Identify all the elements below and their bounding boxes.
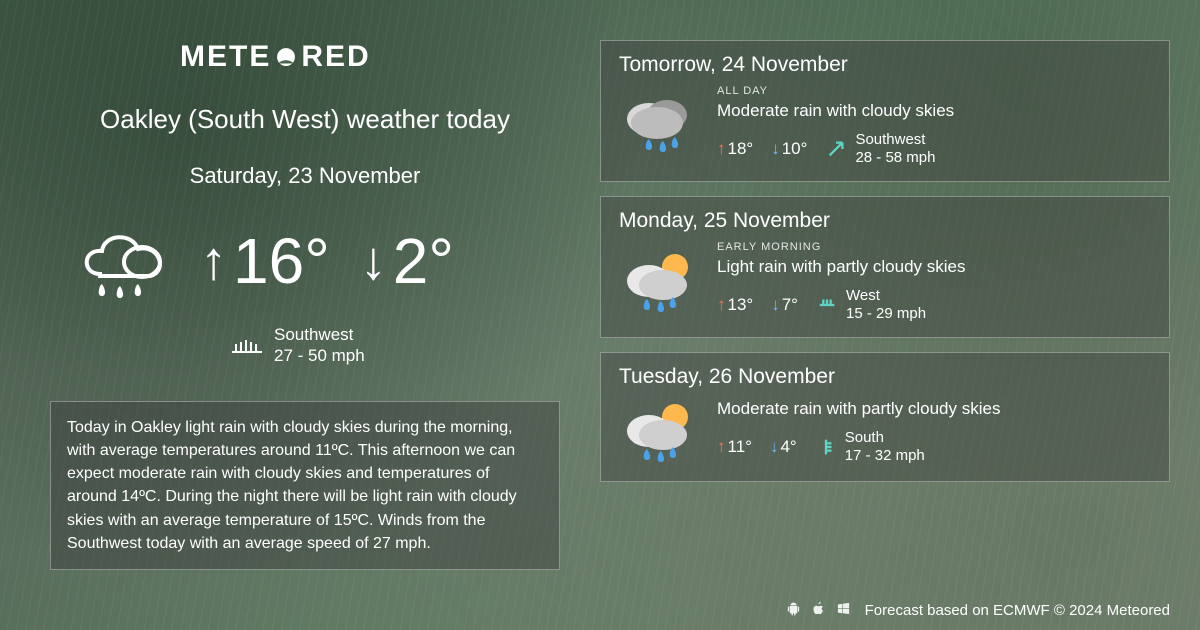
forecast-date: Monday, 25 November (619, 209, 1151, 233)
forecast-condition: Moderate rain with partly cloudy skies (717, 399, 1151, 419)
forecast-low: ↓7° (771, 295, 798, 315)
android-icon (786, 601, 801, 620)
windows-icon (836, 601, 851, 620)
brand-logo: METE RED (50, 40, 560, 74)
brand-part-b: RED (301, 40, 370, 74)
footer: Forecast based on ECMWF © 2024 Meteored (786, 601, 1170, 620)
forecast-condition: Light rain with partly cloudy skies (717, 257, 1151, 277)
forecast-high: ↑13° (717, 295, 753, 315)
brand-sun-icon (273, 44, 299, 70)
forecast-date: Tomorrow, 24 November (619, 53, 1151, 77)
forecast-card: Tomorrow, 24 November ALL DAY Moderate r… (600, 40, 1170, 182)
weather-icon (619, 91, 699, 161)
today-description: Today in Oakley light rain with cloudy s… (50, 401, 560, 570)
forecast-wind: South 17 - 32 mph (815, 429, 925, 465)
forecast-list: Tomorrow, 24 November ALL DAY Moderate r… (600, 0, 1200, 630)
forecast-wind: West 15 - 29 mph (816, 287, 926, 323)
apple-icon (811, 601, 826, 620)
arrow-up-icon: ↑ (717, 437, 726, 457)
arrow-down-icon: ↓ (771, 295, 780, 315)
weather-icon (619, 397, 699, 467)
forecast-condition: Moderate rain with cloudy skies (717, 101, 1151, 121)
forecast-high: ↑11° (717, 437, 752, 457)
brand-part-a: METE (180, 40, 271, 74)
date-title: Saturday, 23 November (50, 163, 560, 189)
location-title: Oakley (South West) weather today (50, 104, 560, 135)
wind-direction: Southwest (274, 324, 365, 345)
arrow-down-icon: ↓ (770, 437, 779, 457)
today-weather: ↑ 16° ↓ 2° (50, 224, 560, 314)
arrow-up-icon: ↑ (200, 230, 227, 292)
weather-icon (619, 247, 699, 317)
today-wind: Southwest 27 - 50 mph (50, 324, 560, 367)
forecast-period: EARLY MORNING (717, 241, 1151, 253)
forecast-card: Tuesday, 26 November Moderate rain with … (600, 352, 1170, 482)
forecast-date: Tuesday, 26 November (619, 365, 1151, 389)
wind-scale-icon (230, 334, 264, 356)
forecast-card: Monday, 25 November EARLY MORNING Light … (600, 196, 1170, 338)
forecast-low: ↓10° (771, 139, 807, 159)
rain-cloud-icon (70, 224, 180, 314)
wind-direction-icon (825, 138, 847, 160)
arrow-up-icon: ↑ (717, 295, 726, 315)
arrow-up-icon: ↑ (717, 139, 726, 159)
wind-direction-icon (815, 436, 837, 458)
wind-direction-icon (816, 294, 838, 316)
today-high: ↑ 16° (200, 224, 330, 298)
forecast-period: ALL DAY (717, 85, 1151, 97)
footer-text: Forecast based on ECMWF © 2024 Meteored (865, 602, 1170, 619)
forecast-wind: Southwest 28 - 58 mph (825, 131, 935, 167)
forecast-low: ↓4° (770, 437, 797, 457)
today-low: ↓ 2° (360, 224, 454, 298)
wind-speed: 27 - 50 mph (274, 345, 365, 366)
arrow-down-icon: ↓ (360, 230, 387, 292)
forecast-high: ↑18° (717, 139, 753, 159)
arrow-down-icon: ↓ (771, 139, 780, 159)
